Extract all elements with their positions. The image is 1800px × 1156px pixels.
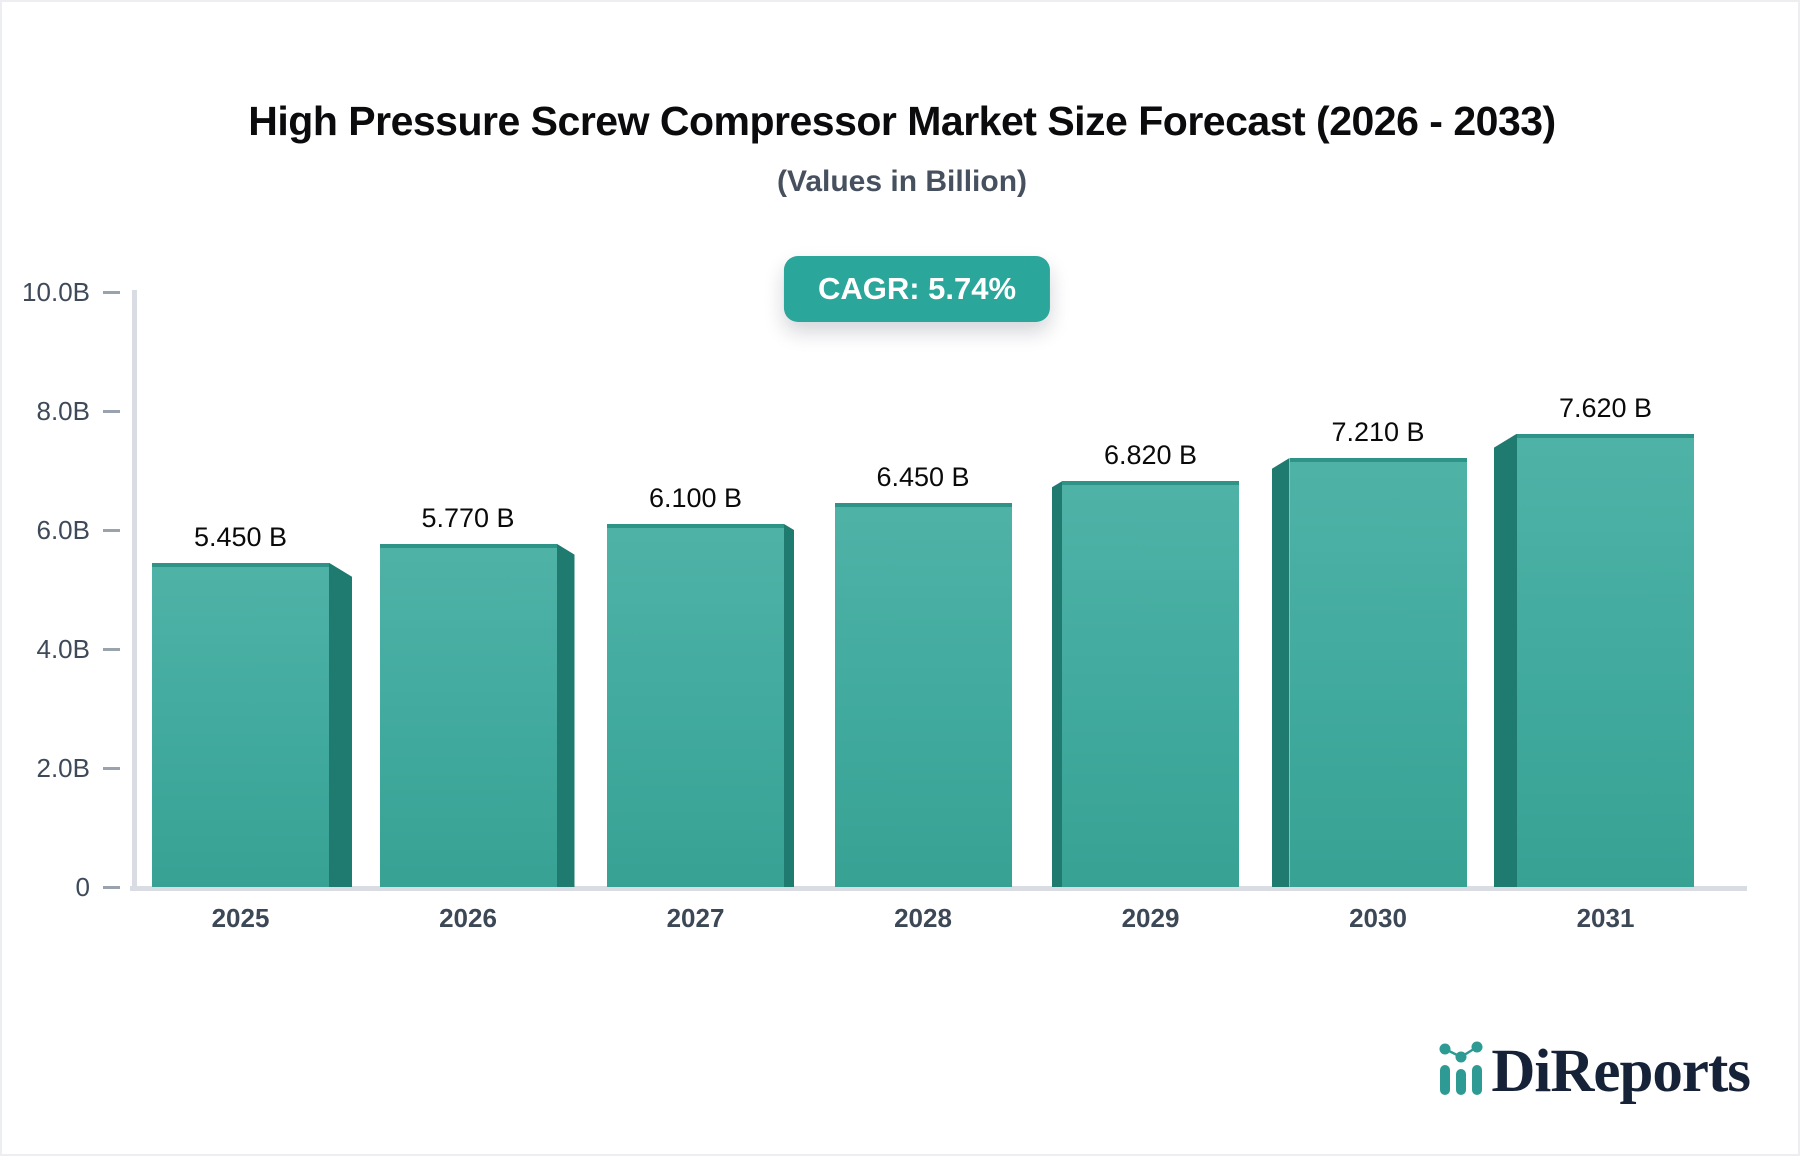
y-axis-line — [132, 290, 137, 891]
y-tick-mark — [103, 529, 120, 532]
x-axis-label: 2027 — [666, 903, 725, 933]
x-axis-label: 2025 — [211, 903, 270, 933]
y-tick-label: 0 — [75, 872, 90, 902]
y-tick-label: 10.0B — [22, 277, 90, 307]
bar — [152, 562, 329, 887]
y-tick-label: 4.0B — [36, 634, 91, 664]
bar-side — [1494, 433, 1517, 887]
bar-side — [329, 562, 352, 887]
x-axis-label: 2029 — [1121, 903, 1180, 933]
bar-value-label: 5.450 B — [193, 521, 288, 552]
bar-side — [556, 543, 575, 887]
x-axis-baseline — [130, 886, 1747, 891]
bar — [379, 543, 557, 887]
y-tick-mark — [103, 767, 120, 770]
mini-bar-chart-icon — [1439, 1041, 1483, 1095]
bar-value-label: 6.100 B — [648, 483, 743, 514]
bar-value-label: 5.770 B — [421, 502, 515, 533]
bar-side — [1052, 481, 1062, 887]
brand-logo: DiReports — [1437, 1037, 1751, 1105]
y-tick-label: 8.0B — [36, 396, 91, 426]
x-axis-label: 2028 — [894, 903, 952, 933]
bar — [1062, 481, 1239, 887]
bar-value-label: 6.450 B — [876, 462, 970, 493]
bar — [1517, 433, 1694, 887]
cagr-badge: CAGR: 5.74% — [783, 256, 1051, 322]
x-axis-label: 2031 — [1576, 903, 1635, 933]
y-tick-label: 2.0B — [36, 753, 91, 783]
chart-title: High Pressure Screw Compressor Market Si… — [248, 98, 1556, 144]
y-tick-mark — [103, 410, 120, 413]
y-tick-label: 6.0B — [36, 515, 91, 545]
bar-value-label: 7.210 B — [1331, 417, 1425, 447]
bar — [834, 503, 1012, 887]
y-tick-mark — [103, 886, 120, 889]
x-axis-label: 2030 — [1349, 903, 1407, 933]
bar-side — [784, 524, 794, 887]
bar — [607, 524, 784, 887]
bar-value-label: 7.620 B — [1558, 392, 1653, 423]
y-tick-mark — [103, 291, 120, 294]
bar-side — [1271, 458, 1290, 887]
y-tick-mark — [103, 648, 120, 651]
x-axis-label: 2026 — [439, 903, 497, 933]
chart-subtitle: (Values in Billion) — [776, 165, 1028, 198]
brand-logo-text: DiReports — [1491, 1037, 1751, 1105]
bar — [1289, 458, 1467, 887]
bar-value-label: 6.820 B — [1103, 440, 1198, 471]
